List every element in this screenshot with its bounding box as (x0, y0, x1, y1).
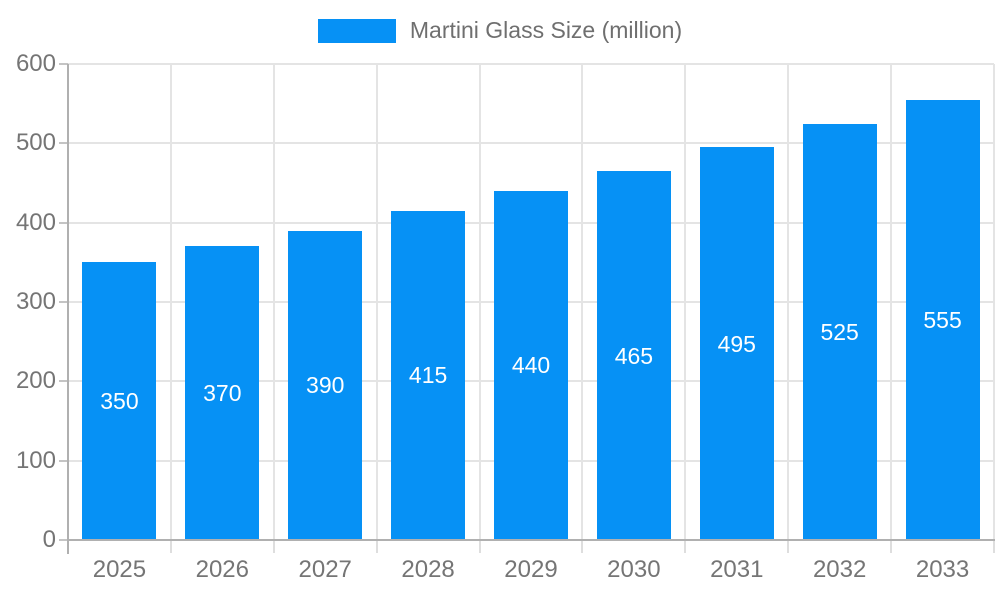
bar-value-label: 525 (820, 318, 859, 345)
bar-value-label: 555 (923, 306, 962, 333)
x-gridline (581, 64, 584, 540)
x-gridline (684, 64, 687, 540)
y-axis-label: 500 (15, 129, 56, 157)
y-gridline (68, 142, 994, 145)
x-axis-tick (684, 540, 687, 553)
x-axis-tick (787, 540, 790, 553)
y-axis-label: 200 (15, 367, 56, 395)
y-axis-label: 400 (15, 208, 56, 236)
bar-2025[interactable] (82, 262, 157, 540)
y-axis-tick (59, 539, 68, 541)
bar-2027[interactable] (288, 230, 363, 540)
x-axis-tick (375, 540, 378, 553)
x-gridline (993, 64, 995, 540)
x-axis-tick (169, 540, 172, 553)
bar-2030[interactable] (596, 171, 671, 540)
x-axis-tick (272, 540, 275, 553)
x-axis-label: 2030 (607, 556, 661, 583)
bar-value-label: 465 (614, 342, 654, 369)
y-axis-tick (59, 63, 68, 65)
bar-2028[interactable] (391, 210, 466, 540)
x-axis-label: 2025 (92, 556, 147, 583)
x-axis-label: 2033 (915, 556, 970, 583)
x-axis-tick (993, 540, 995, 553)
bar-value-label: 415 (408, 362, 448, 389)
x-axis-tick (478, 540, 481, 553)
x-axis-label: 2032 (812, 556, 867, 583)
bar-value-label: 350 (100, 388, 139, 415)
y-axis-label: 0 (42, 526, 56, 553)
x-axis-label: 2028 (401, 556, 455, 583)
chart-legend[interactable]: Martini Glass Size (million) (0, 17, 1000, 44)
bar-2026[interactable] (185, 246, 260, 540)
x-gridline (787, 64, 790, 540)
y-gridline (68, 63, 994, 65)
bar-2031[interactable] (699, 147, 774, 540)
x-axis-line (67, 539, 995, 541)
x-gridline (272, 64, 275, 540)
y-axis-tick (59, 142, 68, 145)
y-axis-tick (59, 221, 68, 224)
y-axis-tick (59, 380, 68, 383)
x-axis-label: 2026 (195, 556, 249, 583)
bar-value-label: 440 (511, 352, 551, 379)
x-axis-label: 2031 (710, 556, 764, 583)
y-axis-label: 300 (15, 288, 56, 315)
bar-value-label: 390 (306, 372, 345, 399)
x-axis-tick (581, 540, 584, 553)
y-axis-tick (59, 459, 68, 462)
y-axis-line (67, 64, 69, 554)
x-gridline (169, 64, 172, 540)
x-gridline (375, 64, 378, 540)
y-axis-label: 600 (15, 50, 56, 77)
y-axis-tick (59, 301, 68, 303)
x-axis-tick (890, 540, 893, 553)
x-axis-label: 2029 (504, 556, 558, 583)
x-gridline (890, 64, 893, 540)
bar-value-label: 370 (203, 380, 242, 407)
bar-2032[interactable] (802, 123, 877, 540)
bar-2033[interactable] (905, 99, 980, 540)
legend-label: Martini Glass Size (million) (409, 17, 683, 43)
x-gridline (478, 64, 481, 540)
bar-value-label: 495 (717, 330, 756, 357)
legend-swatch (317, 18, 396, 43)
x-axis-label: 2027 (298, 556, 352, 583)
y-axis-label: 100 (15, 446, 56, 474)
bar-2029[interactable] (494, 190, 568, 540)
